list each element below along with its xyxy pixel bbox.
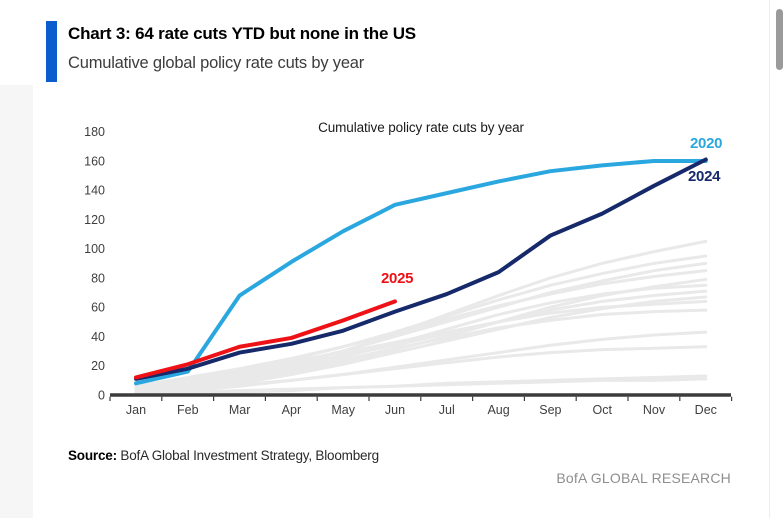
x-tick-label: Jun <box>385 403 405 417</box>
y-tick-label: 160 <box>84 154 105 168</box>
x-tick-label: Mar <box>229 403 251 417</box>
x-tick-label: Oct <box>592 403 612 417</box>
y-tick-label: 20 <box>91 359 105 373</box>
chart-line <box>134 299 397 380</box>
series-label-2020: 2020 <box>690 135 723 152</box>
chart-line <box>134 158 708 386</box>
chart-line <box>134 377 708 396</box>
x-tick-label: May <box>331 403 355 417</box>
scrollbar-track[interactable] <box>769 0 784 518</box>
chart-line <box>134 345 708 394</box>
x-tick-label: Dec <box>695 403 717 417</box>
x-tick-label: Sep <box>539 403 561 417</box>
chart-inner-title: Cumulative policy rate cuts by year <box>318 120 524 135</box>
x-tick-label: Feb <box>177 403 199 417</box>
chart-subheading: Cumulative global policy rate cuts by ye… <box>68 54 365 72</box>
y-tick-label: 140 <box>84 184 105 198</box>
x-tick-label: Jul <box>439 403 455 417</box>
x-tick-label: Aug <box>487 403 509 417</box>
y-tick-label: 100 <box>84 242 105 256</box>
chart-line <box>134 299 708 390</box>
chart-line <box>134 239 708 394</box>
source-line: Source: BofA Global Investment Strategy,… <box>68 448 379 463</box>
brand-text: BofA GLOBAL RESEARCH <box>556 470 731 486</box>
y-tick-label: 60 <box>91 301 105 315</box>
y-tick-label: 80 <box>91 271 105 285</box>
y-tick-label: 120 <box>84 213 105 227</box>
x-tick-label: Jan <box>126 403 146 417</box>
page-margin-strip <box>0 85 33 518</box>
source-label: Source: <box>68 448 117 463</box>
chart-line <box>134 308 708 394</box>
accent-bar <box>46 21 57 82</box>
chart-line <box>134 157 708 381</box>
y-tick-label: 0 <box>98 389 105 403</box>
source-text: BofA Global Investment Strategy, Bloombe… <box>116 448 379 463</box>
y-tick-label: 40 <box>91 330 105 344</box>
series-label-2024: 2024 <box>688 168 721 185</box>
x-tick-label: Nov <box>643 403 666 417</box>
scrollbar-thumb[interactable] <box>776 9 783 70</box>
series-label-2025: 2025 <box>381 270 414 287</box>
chart-line <box>134 289 708 391</box>
chart-heading: Chart 3: 64 rate cuts YTD but none in th… <box>68 24 416 43</box>
x-tick-label: Apr <box>282 403 301 417</box>
y-tick-label: 180 <box>84 125 105 139</box>
